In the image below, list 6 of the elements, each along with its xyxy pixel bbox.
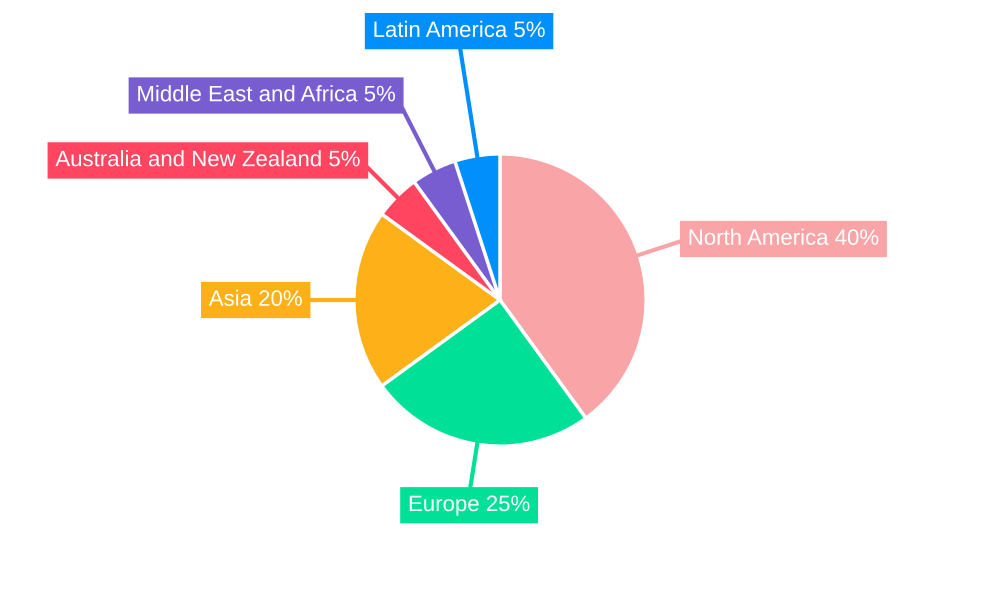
- slice-label: North America 40%: [690, 228, 878, 245]
- slice-label: Europe 25%: [410, 496, 530, 516]
- slice-label: Asia 20%: [208, 290, 302, 306]
- slice-label: Australia and New Zealand 5%: [55, 150, 360, 166]
- slice-label: Middle East and Africa 5%: [138, 85, 396, 102]
- slice-label: Latin America 5%: [374, 20, 545, 38]
